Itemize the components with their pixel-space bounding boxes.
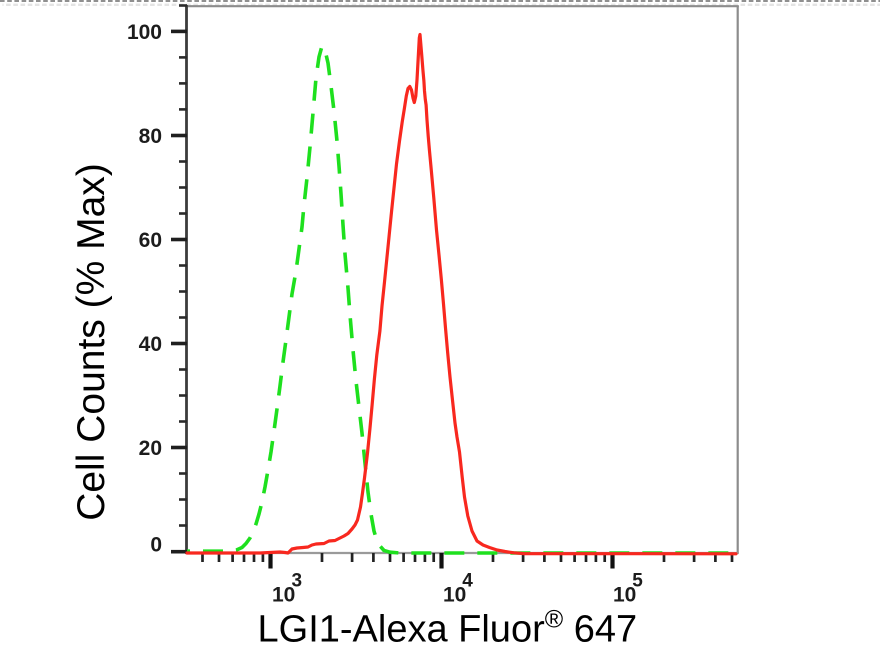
svg-text:4: 4 [462,571,473,592]
svg-text:80: 80 [139,125,162,148]
svg-text:100: 100 [127,21,162,44]
svg-text:10: 10 [272,584,295,607]
svg-text:10: 10 [613,584,636,607]
svg-text:0: 0 [150,533,162,556]
svg-text:40: 40 [139,333,162,356]
svg-text:10: 10 [443,584,466,607]
svg-text:Cell Counts (% Max): Cell Counts (% Max) [70,163,113,521]
svg-text:3: 3 [292,571,303,592]
svg-text:5: 5 [632,571,643,592]
svg-text:LGI1-Alexa Fluor® 647: LGI1-Alexa Fluor® 647 [258,605,638,650]
svg-text:20: 20 [139,437,162,460]
svg-text:60: 60 [139,229,162,252]
